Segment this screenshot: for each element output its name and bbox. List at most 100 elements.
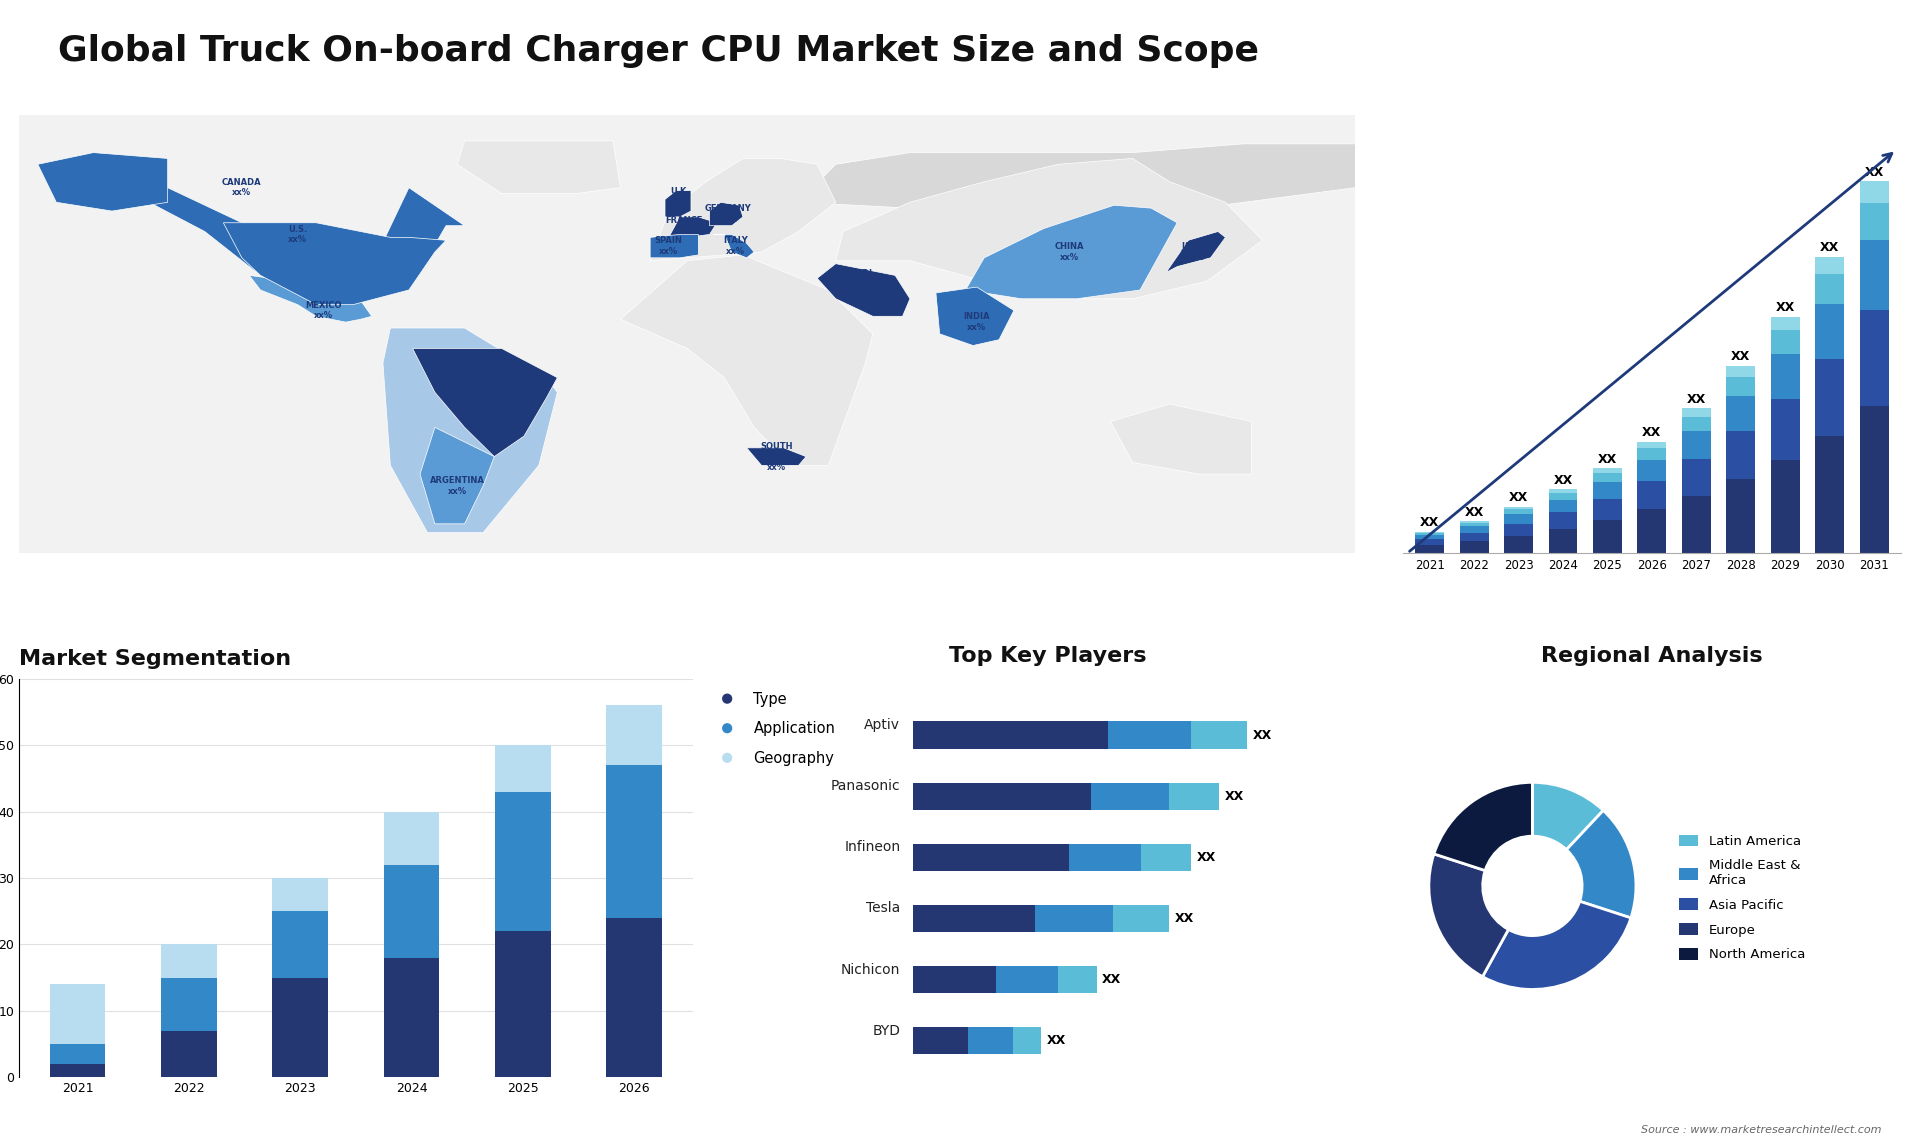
Bar	[1459, 541, 1488, 554]
Polygon shape	[747, 448, 806, 465]
Bar	[1638, 481, 1667, 510]
Text: XX: XX	[1465, 505, 1484, 519]
Text: BRAZIL
xx%: BRAZIL xx%	[486, 377, 518, 397]
Text: JAPAN
xx%: JAPAN xx%	[1181, 242, 1210, 261]
Text: Market Segmentation: Market Segmentation	[19, 649, 292, 669]
Text: SPAIN
xx%: SPAIN xx%	[655, 236, 684, 256]
Bar	[1682, 417, 1711, 431]
Bar	[495, 792, 551, 931]
Bar	[1594, 473, 1622, 482]
Bar	[607, 705, 662, 766]
Bar	[1549, 500, 1578, 512]
Bar	[161, 944, 217, 978]
Text: SAUDI
ARABIA
xx%: SAUDI ARABIA xx%	[841, 269, 876, 299]
Text: XX: XX	[1820, 241, 1839, 254]
Bar	[1814, 304, 1843, 360]
Bar	[1503, 535, 1532, 554]
Legend: Type, Application, Geography: Type, Application, Geography	[707, 686, 841, 771]
Text: XX: XX	[1553, 473, 1572, 487]
Text: Aptiv: Aptiv	[864, 719, 900, 732]
Text: SOUTH
AFRICA
xx%: SOUTH AFRICA xx%	[758, 441, 793, 471]
Bar	[1814, 274, 1843, 304]
Bar	[1638, 510, 1667, 554]
Bar	[495, 931, 551, 1077]
Bar	[273, 878, 328, 911]
Bar	[1459, 533, 1488, 541]
Text: XX: XX	[1864, 166, 1884, 179]
Polygon shape	[668, 217, 716, 237]
Polygon shape	[38, 152, 167, 211]
Polygon shape	[250, 275, 372, 322]
Bar	[273, 978, 328, 1077]
Bar	[1549, 489, 1578, 493]
Text: ITALY
xx%: ITALY xx%	[724, 236, 749, 256]
Bar	[1503, 515, 1532, 524]
Polygon shape	[620, 254, 874, 465]
Bar	[1726, 366, 1755, 377]
Bar	[1682, 458, 1711, 496]
Bar	[607, 918, 662, 1077]
Text: INDIA
xx%: INDIA xx%	[964, 313, 991, 332]
Bar	[161, 978, 217, 1030]
Text: Infineon: Infineon	[845, 840, 900, 855]
Polygon shape	[799, 144, 1356, 217]
Bar	[161, 1030, 217, 1077]
Polygon shape	[710, 203, 743, 226]
Bar	[1682, 496, 1711, 554]
Bar	[1549, 512, 1578, 528]
Text: GERMANY
xx%: GERMANY xx%	[705, 204, 751, 223]
Bar	[1549, 493, 1578, 500]
Polygon shape	[835, 158, 1263, 299]
Bar	[384, 958, 440, 1077]
Bar	[384, 864, 440, 958]
Polygon shape	[1165, 231, 1225, 273]
Bar	[1594, 520, 1622, 554]
Bar	[1415, 535, 1444, 540]
Polygon shape	[966, 205, 1177, 299]
Bar	[1459, 526, 1488, 533]
Bar	[1860, 311, 1889, 406]
Bar	[1860, 241, 1889, 311]
Polygon shape	[818, 264, 910, 316]
Text: Global Truck On-board Charger CPU Market Size and Scope: Global Truck On-board Charger CPU Market…	[58, 34, 1260, 69]
Bar	[1459, 523, 1488, 526]
Text: BYD: BYD	[872, 1023, 900, 1037]
Polygon shape	[935, 286, 1014, 346]
Text: XX: XX	[1686, 393, 1707, 406]
Bar	[1459, 521, 1488, 523]
Bar	[1860, 203, 1889, 241]
Bar	[50, 1063, 106, 1077]
Text: ARGENTINA
xx%: ARGENTINA xx%	[430, 476, 484, 495]
Bar	[1638, 448, 1667, 460]
Bar	[1415, 544, 1444, 554]
Text: Panasonic: Panasonic	[831, 779, 900, 793]
Text: XX: XX	[1642, 426, 1661, 439]
Bar	[1860, 406, 1889, 554]
Polygon shape	[94, 173, 465, 305]
Text: MEXICO
xx%: MEXICO xx%	[305, 300, 342, 320]
Text: XX: XX	[1421, 516, 1440, 529]
Bar	[1549, 528, 1578, 554]
Bar	[1594, 469, 1622, 473]
Bar	[1503, 510, 1532, 515]
Polygon shape	[420, 427, 493, 524]
Bar	[1726, 377, 1755, 395]
Polygon shape	[223, 222, 445, 305]
Bar	[1594, 482, 1622, 499]
Text: XX: XX	[1509, 490, 1528, 504]
Bar	[1594, 499, 1622, 520]
Bar	[1415, 533, 1444, 535]
Bar	[1770, 354, 1799, 399]
Bar	[1415, 540, 1444, 544]
Bar	[1814, 360, 1843, 435]
Text: Source : www.marketresearchintellect.com: Source : www.marketresearchintellect.com	[1642, 1124, 1882, 1135]
Text: FRANCE
xx%: FRANCE xx%	[664, 215, 703, 235]
Bar	[1726, 395, 1755, 431]
Legend: Latin America, Middle East &
Africa, Asia Pacific, Europe, North America: Latin America, Middle East & Africa, Asi…	[1674, 830, 1811, 966]
Text: XX: XX	[1597, 453, 1617, 465]
Bar	[1770, 399, 1799, 461]
Bar	[1860, 181, 1889, 203]
Polygon shape	[1110, 405, 1252, 474]
Bar	[1726, 431, 1755, 479]
Polygon shape	[19, 115, 1356, 554]
